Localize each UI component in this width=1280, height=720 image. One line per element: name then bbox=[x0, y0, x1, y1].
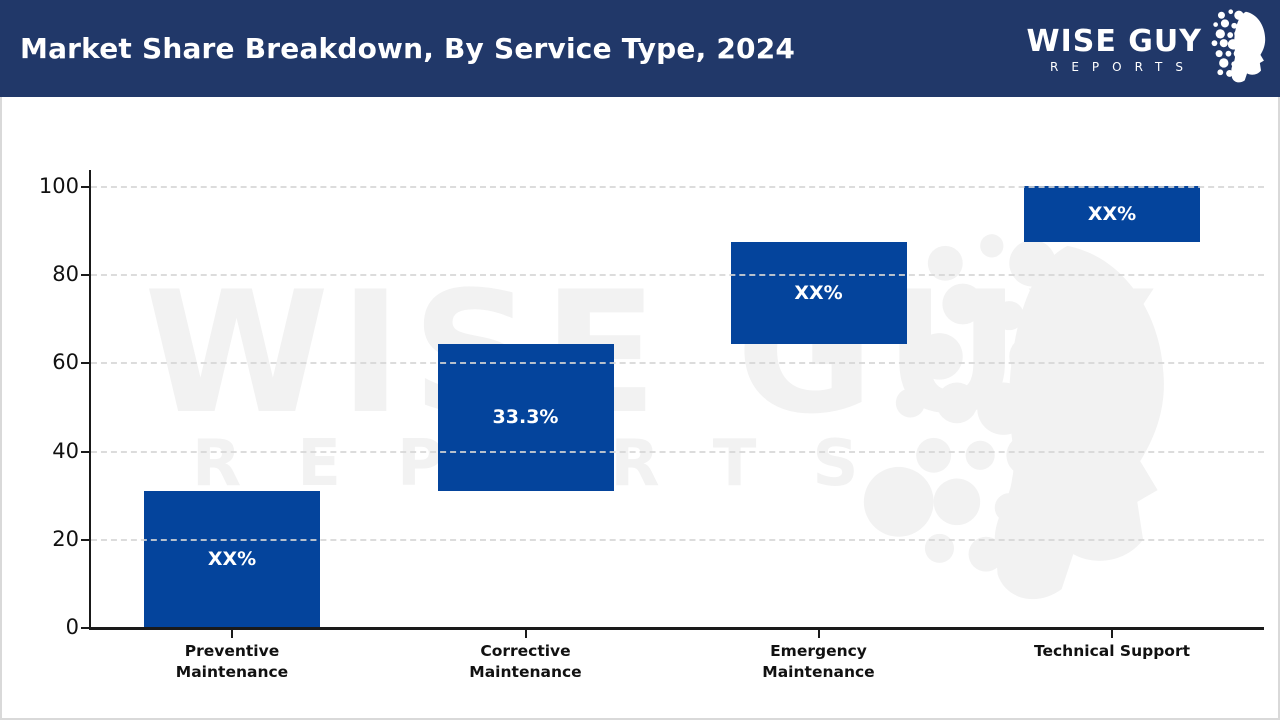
chart-plot-area: WISE GUY REPORTS 020406080100XX%Preventi… bbox=[0, 97, 1280, 720]
y-axis-tick-label: 80 bbox=[52, 262, 79, 287]
bar-preventive-maintenance: XX% bbox=[144, 490, 320, 627]
x-axis-line bbox=[89, 627, 1264, 630]
bar-corrective-maintenance: 33.3% bbox=[437, 343, 614, 491]
x-axis-category-label: Corrective Maintenance bbox=[469, 642, 582, 681]
x-axis-tick bbox=[231, 629, 233, 638]
bar-technical-support: XX% bbox=[1024, 186, 1200, 242]
page-title: Market Share Breakdown, By Service Type,… bbox=[20, 32, 796, 65]
bar-value-label: XX% bbox=[794, 281, 843, 304]
gridline bbox=[91, 362, 1264, 365]
gridline bbox=[91, 274, 1264, 277]
gridline bbox=[91, 186, 1264, 188]
y-axis-line bbox=[89, 170, 91, 629]
y-axis-tick bbox=[81, 362, 89, 365]
y-axis-tick bbox=[81, 274, 89, 277]
logo-head-dots-icon bbox=[1211, 9, 1266, 83]
y-axis-tick bbox=[81, 627, 89, 629]
header-bar: Market Share Breakdown, By Service Type,… bbox=[0, 0, 1280, 97]
y-axis-tick bbox=[81, 186, 89, 188]
y-axis-tick bbox=[81, 538, 89, 541]
bar-value-label: XX% bbox=[1087, 203, 1137, 225]
y-axis-tick-label: 0 bbox=[65, 615, 79, 639]
y-axis-tick-label: 20 bbox=[52, 526, 79, 551]
y-axis-tick-label: 100 bbox=[38, 174, 79, 198]
wiseguy-logo: WISE GUY REPORTS bbox=[1020, 0, 1270, 97]
x-axis-tick bbox=[524, 629, 527, 638]
y-axis-tick-label: 40 bbox=[52, 438, 79, 463]
bar-value-label: 33.3% bbox=[492, 406, 559, 429]
bar-value-label: XX% bbox=[207, 547, 257, 570]
x-axis-category-label: Preventive Maintenance bbox=[175, 642, 289, 681]
bar-emergency-maintenance: XX% bbox=[730, 242, 907, 344]
logo-subtitle-text: REPORTS bbox=[1049, 60, 1196, 74]
x-axis-category-label: Technical Support bbox=[1033, 642, 1191, 660]
logo-name-text: WISE GUY bbox=[1026, 24, 1202, 59]
x-axis-category-label: Emergency Maintenance bbox=[762, 642, 875, 681]
y-axis-tick bbox=[81, 450, 89, 453]
gridline bbox=[91, 450, 1264, 453]
x-axis-tick bbox=[817, 629, 820, 638]
x-axis-tick bbox=[1111, 629, 1113, 638]
y-axis-tick-label: 60 bbox=[52, 350, 79, 375]
gridline bbox=[91, 538, 1264, 541]
